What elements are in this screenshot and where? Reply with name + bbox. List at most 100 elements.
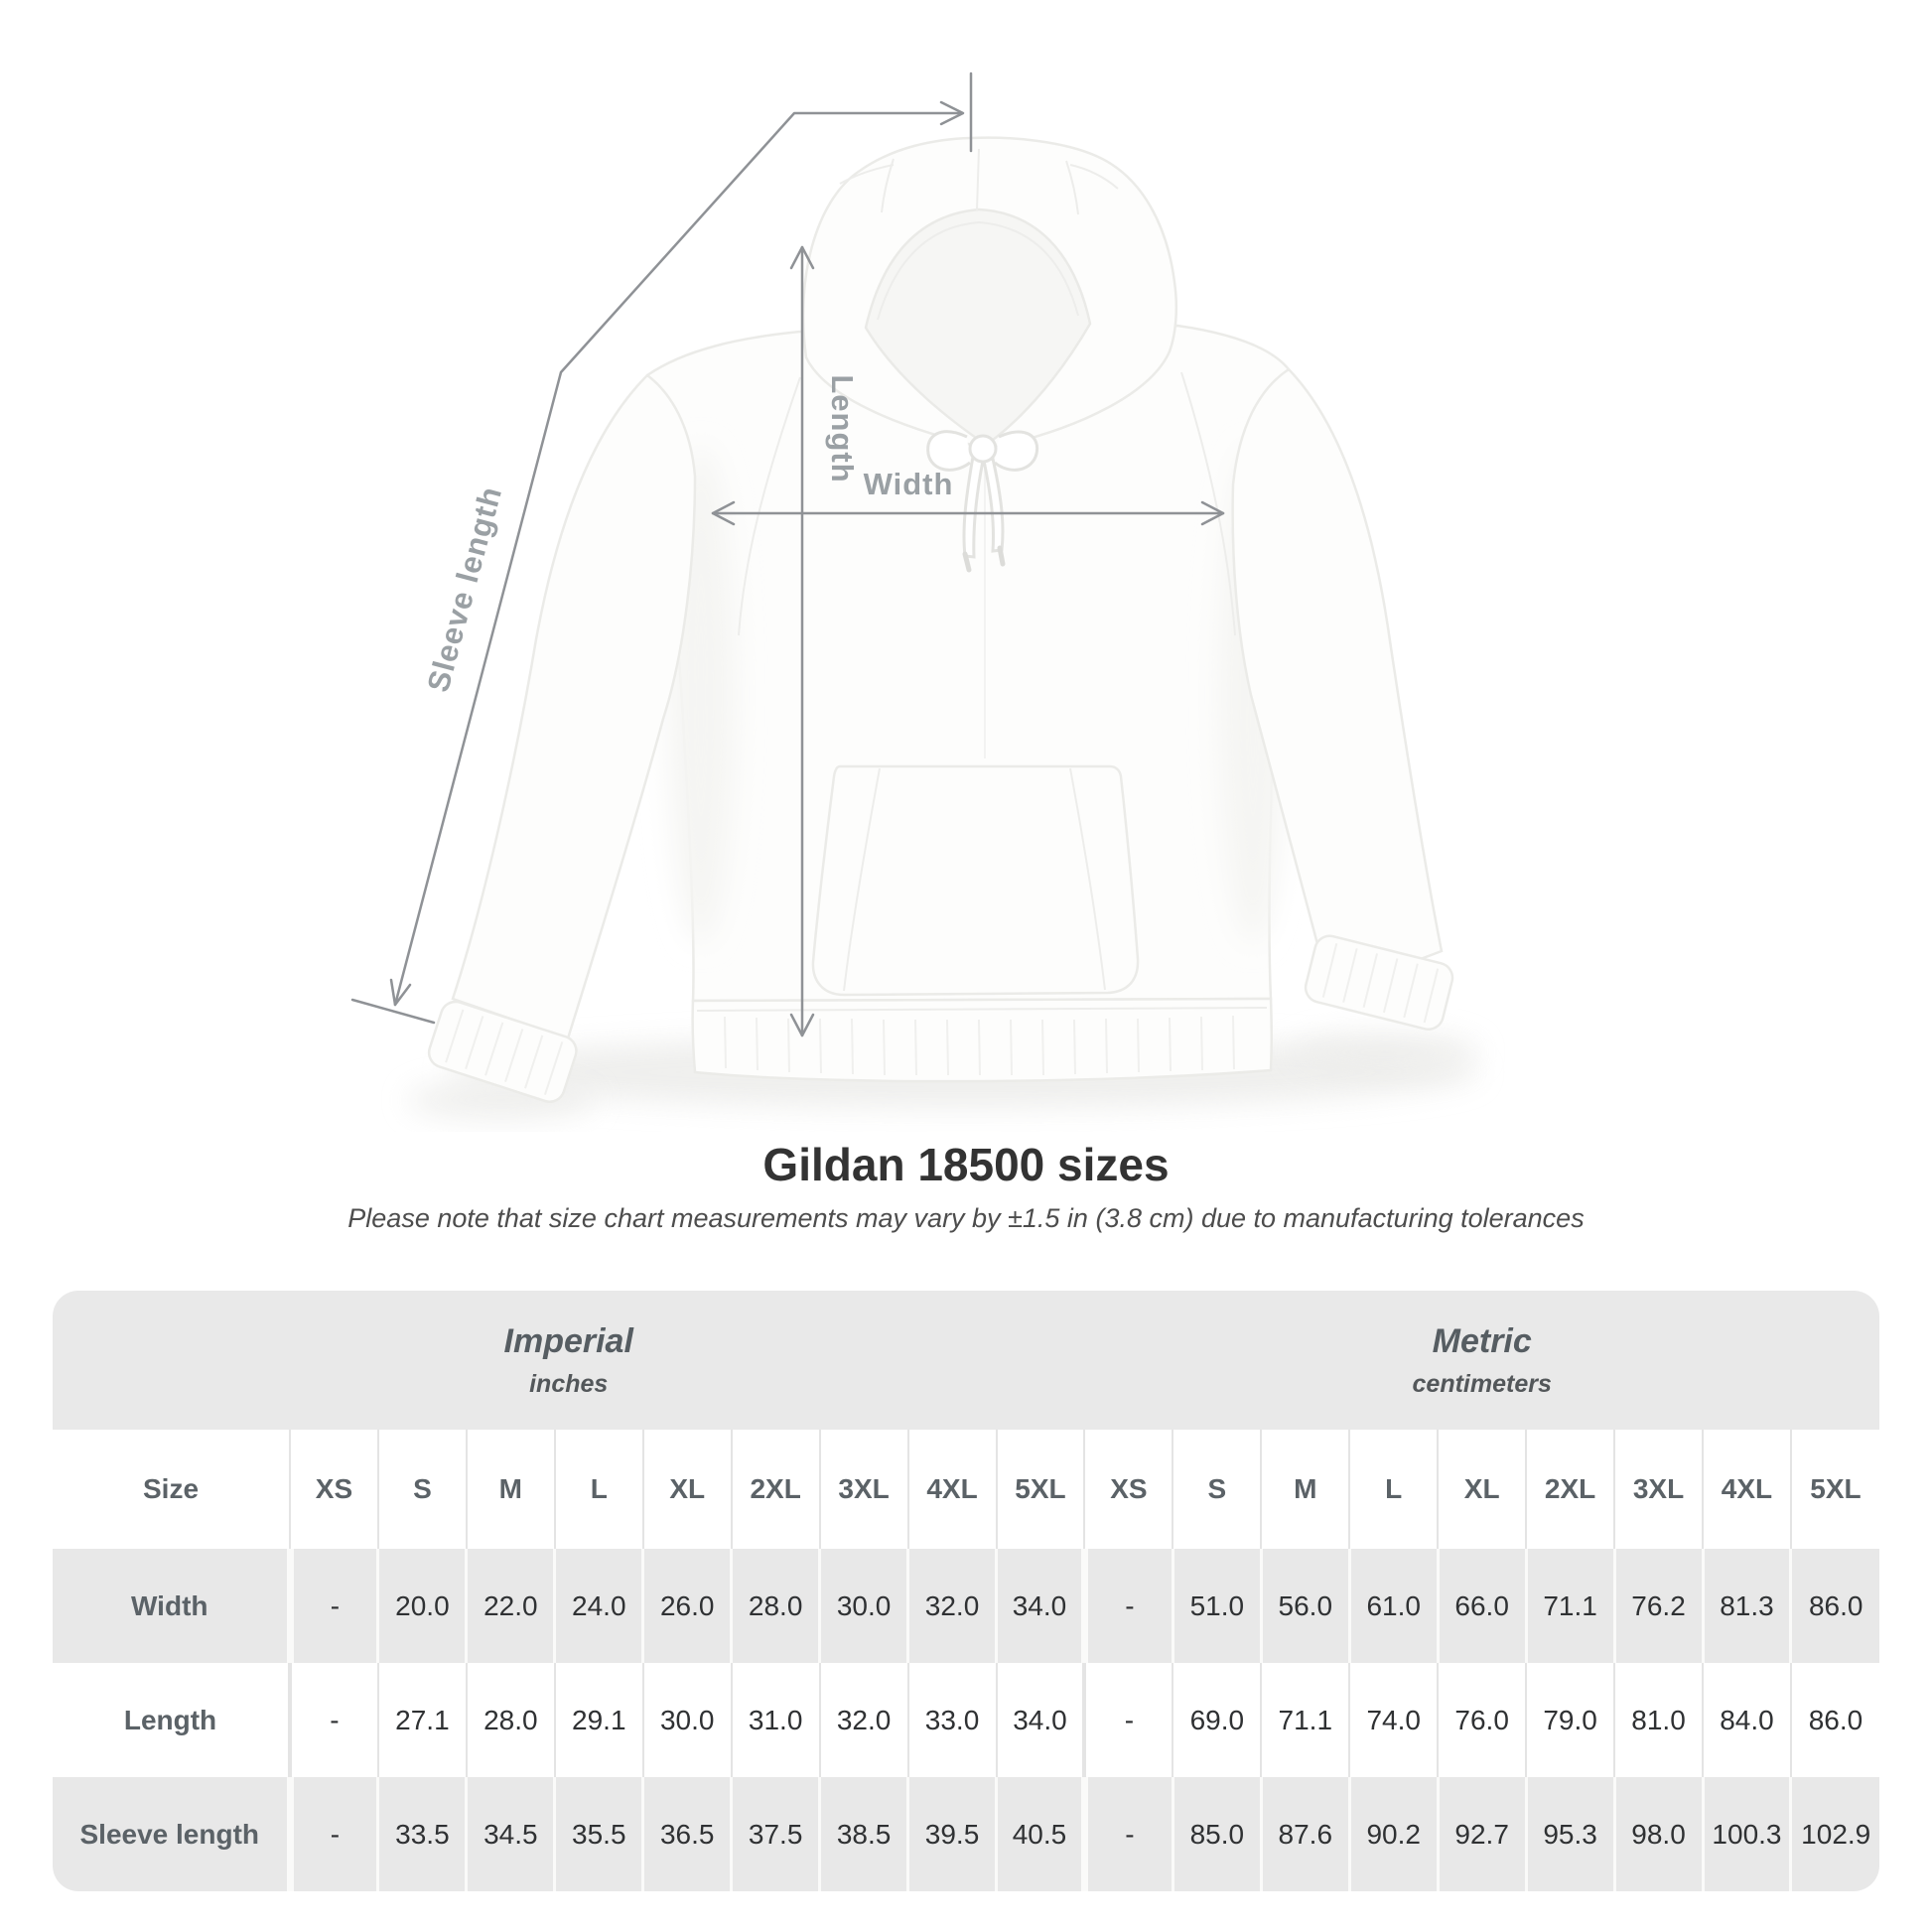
size-chart: Imperial inches Metric centimeters Size …	[53, 1291, 1879, 1891]
size-col-header: 4XL	[906, 1430, 997, 1549]
measurement-row-label: Sleeve length	[53, 1777, 290, 1891]
size-col-header: XL	[1437, 1430, 1527, 1549]
measurement-value: 84.0	[1702, 1663, 1791, 1777]
measurement-value: 28.0	[730, 1549, 820, 1663]
hoodie-size-diagram: Length Width Sleeve length	[350, 71, 1479, 1120]
size-col-header: XL	[641, 1430, 732, 1549]
measurement-value: 22.0	[465, 1549, 555, 1663]
measurement-value: -	[1080, 1549, 1173, 1663]
measurement-value: -	[286, 1549, 378, 1663]
sleeve-length-arrow	[350, 71, 973, 1025]
hoodie-pocket	[811, 764, 1140, 997]
measurement-row-label: Length	[123, 1704, 217, 1735]
measurement-value: 69.0	[1172, 1663, 1262, 1777]
hoodie-illustration	[427, 136, 1454, 1103]
measurement-value: 66.0	[1436, 1549, 1527, 1663]
metric-label: Metric	[1432, 1321, 1532, 1360]
sleeve-length-label: Sleeve length	[420, 483, 508, 696]
measurement-value: 34.0	[995, 1549, 1085, 1663]
size-col-header: 2XL	[1525, 1430, 1615, 1549]
measurement-value: 61.0	[1347, 1549, 1439, 1663]
measurement-value: 86.0	[1789, 1549, 1879, 1663]
size-col-header: 2XL	[730, 1430, 820, 1549]
measurement-value: 81.0	[1613, 1663, 1703, 1777]
width-arrow	[711, 500, 1225, 526]
measurement-row: Width -20.0 22.0 24.0 26.0 28.0 30.0 32.0 34.0-5…	[53, 1549, 1879, 1663]
measurement-value: 34.0	[995, 1663, 1085, 1777]
length-label: Length	[825, 374, 860, 483]
measurement-value: 98.0	[1612, 1777, 1703, 1891]
measurement-value: 71.1	[1524, 1549, 1615, 1663]
measurement-value: 32.0	[818, 1663, 908, 1777]
measurement-value: 31.0	[730, 1663, 820, 1777]
measurement-value: 95.3	[1524, 1777, 1615, 1891]
width-label: Width	[864, 467, 954, 501]
page-title: Gildan 18500 sizes	[762, 1139, 1170, 1190]
measurement-row: Sleeve length -33.5 34.5 35.5 36.5 37.5 38.5 39…	[53, 1777, 1879, 1891]
size-column-header: Size	[53, 1430, 290, 1549]
measurement-value: 74.0	[1348, 1663, 1439, 1777]
measurement-value: 86.0	[1789, 1663, 1879, 1777]
measurement-value: 35.5	[553, 1777, 643, 1891]
measurement-value: 30.0	[641, 1663, 732, 1777]
metric-unit-label: centimeters	[1412, 1369, 1552, 1398]
measurement-value: 102.9	[1789, 1777, 1879, 1891]
size-col-header: S	[1172, 1430, 1262, 1549]
hoodie-left-sleeve	[451, 373, 697, 1040]
hoodie-right-sleeve	[1231, 367, 1444, 995]
measurement-value: 56.0	[1259, 1549, 1350, 1663]
measurement-value: 38.5	[818, 1777, 908, 1891]
measurement-value: 32.0	[906, 1549, 997, 1663]
measurement-value: 79.0	[1525, 1663, 1615, 1777]
measurement-value: 92.7	[1436, 1777, 1527, 1891]
measurement-value: 76.2	[1612, 1549, 1703, 1663]
unit-header-row: Imperial inches Metric centimeters	[53, 1291, 1879, 1430]
measurement-value: 100.3	[1701, 1777, 1791, 1891]
hoodie-hood	[801, 136, 1178, 451]
measurement-value: 76.0	[1437, 1663, 1527, 1777]
measurement-value: 71.1	[1260, 1663, 1350, 1777]
measurement-value: 34.5	[465, 1777, 555, 1891]
imperial-label: Imperial	[503, 1321, 633, 1360]
size-col-header: 3XL	[1613, 1430, 1703, 1549]
size-col-header: S	[376, 1430, 467, 1549]
measurement-value: 90.2	[1347, 1777, 1439, 1891]
imperial-group-header: Imperial inches	[53, 1291, 1085, 1430]
tolerance-note: Please note that size chart measurements…	[347, 1203, 1585, 1233]
measurement-value: 28.0	[465, 1663, 555, 1777]
measurement-value: 51.0	[1171, 1549, 1262, 1663]
measurement-value: 87.6	[1259, 1777, 1350, 1891]
size-col-header: 5XL	[995, 1430, 1085, 1549]
size-col-header: 4XL	[1702, 1430, 1791, 1549]
measurement-value: 36.5	[641, 1777, 732, 1891]
measurement-value: 29.1	[553, 1663, 643, 1777]
size-col-header: XS	[289, 1430, 378, 1549]
imperial-unit-label: inches	[529, 1369, 609, 1398]
size-col-header: 3XL	[818, 1430, 908, 1549]
measurement-value: 40.5	[995, 1777, 1085, 1891]
measurement-value: -	[1082, 1663, 1173, 1777]
measurement-value: 37.5	[730, 1777, 820, 1891]
size-col-header: XS	[1083, 1430, 1173, 1549]
length-arrow	[789, 245, 815, 1037]
measurement-value: 33.0	[906, 1663, 997, 1777]
measurement-value: 85.0	[1171, 1777, 1262, 1891]
measurement-value: 24.0	[553, 1549, 643, 1663]
measurement-value: 20.0	[376, 1549, 467, 1663]
measurement-value: 33.5	[376, 1777, 467, 1891]
size-col-header: M	[1260, 1430, 1350, 1549]
hoodie-right-cuff	[1304, 934, 1454, 1031]
measurement-value: 81.3	[1701, 1549, 1791, 1663]
hoodie-hem-band	[691, 997, 1273, 1083]
size-table-body: Width -20.0 22.0 24.0 26.0 28.0 30.0 32.0 34.0-5…	[53, 1549, 1879, 1891]
hoodie-left-cuff	[427, 1000, 578, 1103]
size-col-header: 5XL	[1789, 1430, 1879, 1549]
hoodie-drawstring	[926, 430, 1039, 573]
size-header-row: Size XS S M L XL 2XL 3XL 4XL 5XL XS S M L XL 2XL 3XL 4XL…	[53, 1430, 1879, 1549]
measurement-value: 27.1	[376, 1663, 467, 1777]
measurement-value: 26.0	[641, 1549, 732, 1663]
size-col-header: L	[1348, 1430, 1439, 1549]
metric-group-header: Metric centimeters	[1084, 1291, 1879, 1430]
size-col-header: L	[553, 1430, 643, 1549]
